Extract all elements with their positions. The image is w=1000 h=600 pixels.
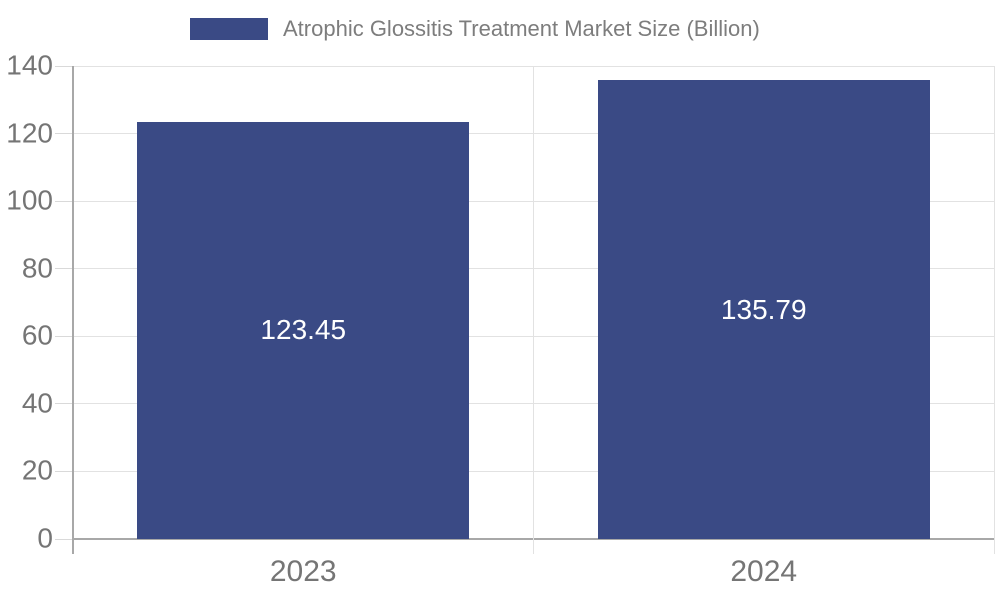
y-tick [55,538,73,540]
y-tick [55,268,73,270]
x-tick-label: 2023 [269,555,337,588]
plot-area: 0 20 40 60 80 100 120 140 123.45 135.79 2023 2024 [6,49,995,588]
y-tick-label: 100 [6,184,53,216]
y-tick [55,200,73,202]
y-tick-label: 40 [21,387,53,419]
y-tick [55,335,73,337]
y-tick-label: 0 [37,522,53,554]
y-tick-label: 140 [6,49,53,81]
x-tick-label: 2024 [730,555,798,588]
y-tick [55,403,73,405]
y-tick-label: 60 [21,319,53,351]
y-tick [55,65,73,67]
y-axis-line [72,66,74,554]
legend-swatch-icon [190,18,268,40]
y-tick [55,133,73,135]
bar-2024: 135.79 [597,80,930,539]
category-separator [533,66,534,554]
legend-label: Atrophic Glossitis Treatment Market Size… [283,16,760,41]
bar-2023: 123.45 [137,121,470,539]
bar-value-label: 135.79 [720,293,807,325]
y-tick-label: 80 [21,252,53,284]
y-tick [55,470,73,472]
y-tick-label: 20 [21,454,53,486]
category-separator [993,66,995,554]
y-tick-label: 120 [6,116,53,148]
bar-value-label: 123.45 [260,314,347,346]
legend-item[interactable]: Atrophic Glossitis Treatment Market Size… [190,8,760,50]
